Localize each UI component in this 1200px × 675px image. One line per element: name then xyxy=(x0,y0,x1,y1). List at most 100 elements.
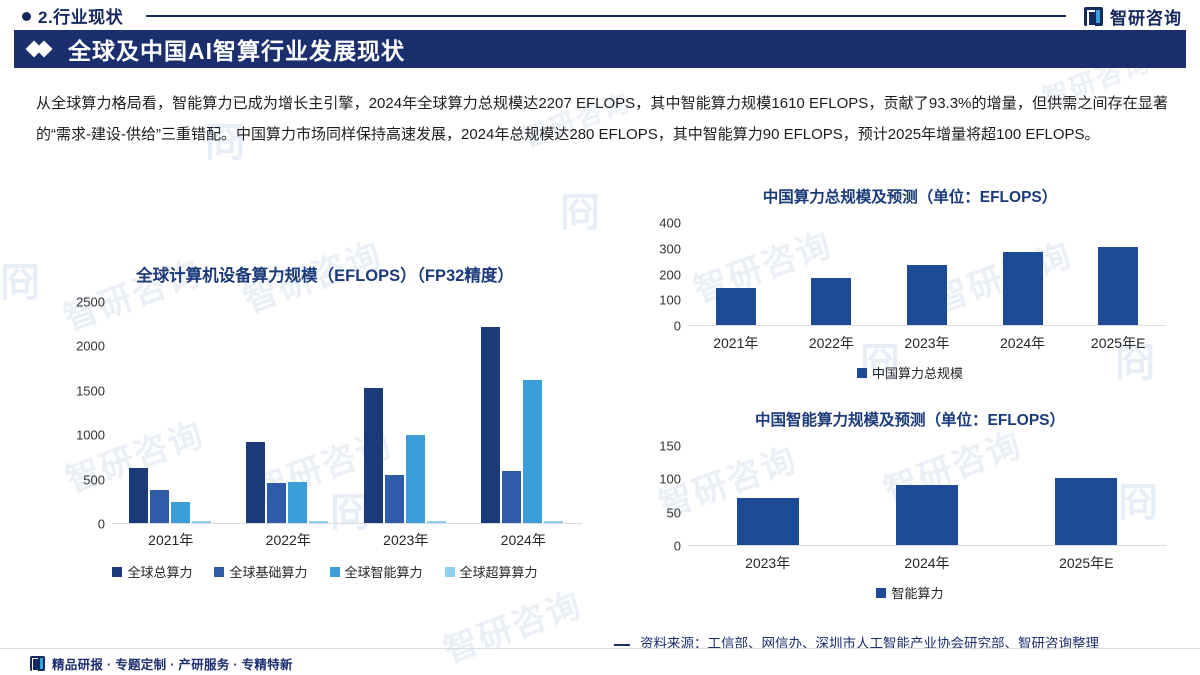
bar[interactable] xyxy=(502,471,522,523)
bar-group xyxy=(879,222,975,325)
chart-title: 中国算力总规模及预测（单位：EFLOPS） xyxy=(762,189,1058,206)
x-axis xyxy=(112,522,582,524)
legend-swatch-icon xyxy=(214,566,225,577)
chart-legend: 全球总算力 全球基础算力 全球智能算力 全球超算算力 xyxy=(60,562,590,581)
legend-item[interactable]: 智能算力 xyxy=(876,583,944,602)
bar-groups xyxy=(688,222,1166,325)
section-banner: 全球及中国AI智算行业发展现状 xyxy=(14,30,1186,68)
x-axis-label: 2023年 xyxy=(904,335,950,351)
x-axis-label: 2022年 xyxy=(808,335,854,351)
bar-group xyxy=(347,301,465,523)
legend-swatch-icon xyxy=(856,367,867,378)
source-dash xyxy=(614,644,630,646)
chart-global-compute-scale: 全球计算机设备算力规模（EFLOPS）（FP32精度） 0 500 1000 1500… xyxy=(60,262,590,607)
bar[interactable] xyxy=(267,483,287,523)
y-axis-tick: 100 xyxy=(659,292,681,308)
x-axis-label: 2024年 xyxy=(904,555,950,571)
section-bullet-icon xyxy=(22,12,31,21)
slide-header: 2.行业现状 智研咨询 xyxy=(0,0,1200,30)
bar[interactable] xyxy=(1002,252,1043,325)
brand-logo: 智研咨询 xyxy=(1084,4,1182,29)
bar-group xyxy=(784,222,880,325)
legend-item[interactable]: 中国算力总规模 xyxy=(856,363,963,382)
bar[interactable] xyxy=(384,475,404,523)
legend-label: 全球总算力 xyxy=(127,565,193,580)
bar[interactable] xyxy=(128,467,148,523)
legend-swatch-icon xyxy=(876,587,887,598)
y-axis-tick: 200 xyxy=(659,267,681,282)
legend-item[interactable]: 全球总算力 xyxy=(112,562,192,581)
bar[interactable] xyxy=(811,278,852,325)
legend-item[interactable]: 全球基础算力 xyxy=(214,562,308,581)
chart-china-total-compute: 中国算力总规模及预测（单位：EFLOPS） 0 100 200 300 400 2021… xyxy=(640,185,1180,395)
bar[interactable] xyxy=(895,484,958,545)
brand-name: 智研咨询 xyxy=(1110,9,1182,28)
legend-label: 全球超算算力 xyxy=(459,565,538,580)
bar-group xyxy=(688,445,847,545)
footer-text: 精品研报 · 专题定制 · 产研服务 · 专精特新 xyxy=(52,658,293,672)
legend-item[interactable]: 全球超算算力 xyxy=(444,562,538,581)
y-axis-tick: 50 xyxy=(666,505,681,521)
bar[interactable] xyxy=(544,520,564,523)
chart-title: 全球计算机设备算力规模（EFLOPS）（FP32精度） xyxy=(136,267,514,285)
double-diamond-icon xyxy=(25,40,58,58)
bar[interactable] xyxy=(736,497,799,545)
bar[interactable] xyxy=(523,379,543,523)
y-axis-tick: 500 xyxy=(83,472,105,488)
bar-group xyxy=(975,222,1071,325)
y-axis-tick: 1000 xyxy=(76,427,105,443)
y-axis-tick: 300 xyxy=(659,241,681,257)
legend-swatch-icon xyxy=(444,566,455,577)
legend-swatch-icon xyxy=(112,566,123,577)
x-axis-label: 2022年 xyxy=(265,532,311,548)
y-axis-tick: 2500 xyxy=(76,294,105,310)
x-axis-label: 2025年E xyxy=(1059,555,1114,571)
chart-china-intelligent-compute: 中国智能算力规模及预测（单位：EFLOPS） 0 50 100 150 2023年 20… xyxy=(640,408,1180,613)
bar-group xyxy=(1007,445,1166,545)
bar[interactable] xyxy=(149,489,169,523)
bar[interactable] xyxy=(906,265,947,325)
x-axis-label: 2024年 xyxy=(500,532,546,548)
x-axis-label: 2021年 xyxy=(713,335,759,351)
header-divider xyxy=(146,15,1066,17)
footer-divider xyxy=(0,648,1200,649)
bar[interactable] xyxy=(363,387,383,523)
body-paragraph: 从全球算力格局看，智能算力已成为增长主引擎，2024年全球算力总规模达2207 … xyxy=(36,88,1168,150)
zhiyan-logo-icon xyxy=(30,656,45,671)
bar[interactable] xyxy=(426,520,446,523)
chart-legend: 智能算力 xyxy=(640,583,1180,602)
slide-footer: 精品研报 · 专题定制 · 产研服务 · 专精特新 xyxy=(30,654,293,673)
bar[interactable] xyxy=(405,435,425,523)
bar[interactable] xyxy=(481,326,501,523)
x-axis-label: 2023年 xyxy=(383,532,429,548)
legend-item[interactable]: 全球智能算力 xyxy=(329,562,423,581)
y-axis-tick: 0 xyxy=(673,318,681,334)
legend-label: 中国算力总规模 xyxy=(871,366,963,381)
bar[interactable] xyxy=(246,442,266,523)
x-axis-labels: 2023年 2024年 2025年E xyxy=(688,553,1166,573)
bar[interactable] xyxy=(170,501,190,523)
x-axis-labels: 2021年 2022年 2023年 2024年 xyxy=(112,530,582,550)
source-note: 资料来源：工信部、网信办、深圳市人工智能产业协会研究部、智研咨询整理 xyxy=(640,636,1099,651)
bar[interactable] xyxy=(309,521,329,523)
legend-label: 全球智能算力 xyxy=(344,565,423,580)
bar[interactable] xyxy=(288,482,308,523)
legend-label: 全球基础算力 xyxy=(229,565,308,580)
legend-swatch-icon xyxy=(329,566,340,577)
y-axis-tick: 0 xyxy=(97,516,105,532)
plot-area: 0 50 100 150 xyxy=(659,439,1166,554)
bar-group xyxy=(1070,222,1166,325)
bar[interactable] xyxy=(1055,477,1118,545)
paragraph-text: 从全球算力格局看，智能算力已成为增长主引擎，2024年全球算力总规模达2207 … xyxy=(36,95,1168,143)
bar-group xyxy=(465,301,583,523)
plot-area: 0 100 200 300 400 xyxy=(659,216,1166,334)
zhiyan-logo-icon xyxy=(1084,7,1103,27)
bar[interactable] xyxy=(1098,247,1139,325)
x-axis-labels: 2021年 2022年 2023年 2024年 2025年E xyxy=(688,333,1166,353)
banner-title: 全球及中国AI智算行业发展现状 xyxy=(68,38,405,64)
bar[interactable] xyxy=(715,288,756,325)
bar-group xyxy=(112,301,230,523)
bar-groups xyxy=(688,445,1166,545)
bar[interactable] xyxy=(191,521,211,523)
